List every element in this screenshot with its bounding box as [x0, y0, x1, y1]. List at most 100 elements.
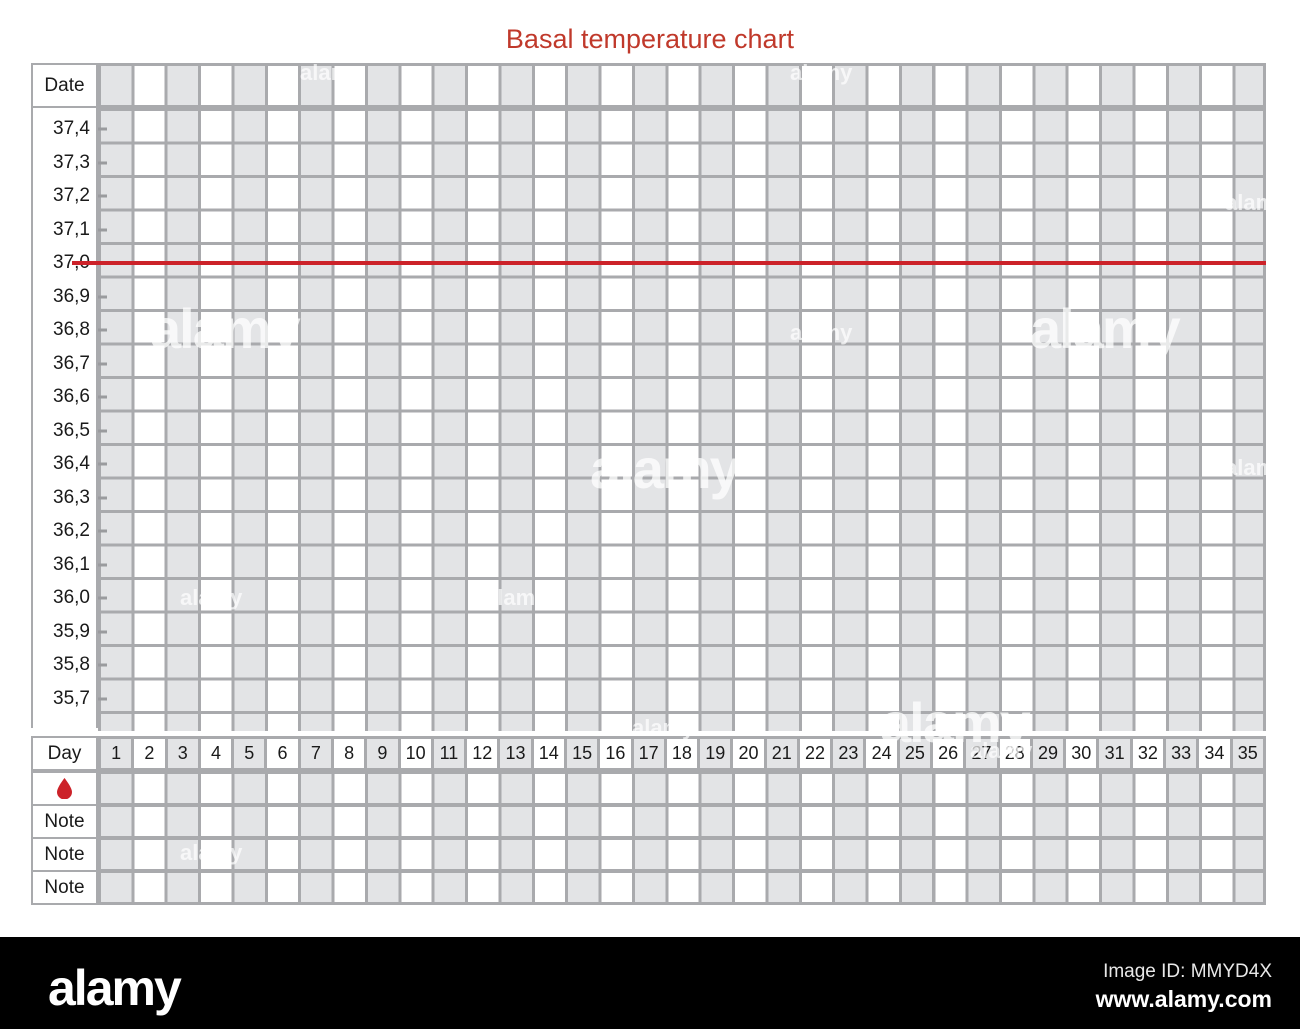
day-cell-18[interactable]: 18 [666, 736, 701, 771]
day-cell-31[interactable]: 31 [1099, 736, 1133, 771]
note-row-1-right-edge [1263, 804, 1266, 839]
day-cell-23[interactable]: 23 [833, 736, 867, 771]
y-axis-tick-mark [98, 462, 107, 466]
y-axis-tick-mark [98, 496, 107, 499]
alamy-url[interactable]: www.alamy.com [1095, 986, 1272, 1012]
image-id-label: Image ID: MMYD4X [1103, 961, 1272, 982]
day-cell-33[interactable]: 33 [1166, 736, 1200, 771]
reference-line-37-0 [72, 261, 1266, 265]
chart-grid-area [98, 63, 1266, 905]
note-row-3-grid[interactable] [98, 870, 1266, 905]
day-cell-8[interactable]: 8 [333, 736, 368, 771]
y-axis-tick-label: 37,0 [53, 252, 90, 273]
day-cell-24[interactable]: 24 [866, 736, 900, 771]
note-row-2-vlines [98, 837, 1266, 872]
date-row-vlines [98, 63, 1266, 108]
day-cell-26[interactable]: 26 [933, 736, 967, 771]
day-cell-20[interactable]: 20 [733, 736, 767, 771]
day-cell-28[interactable]: 28 [999, 736, 1033, 771]
y-axis-tick-label: 37,3 [53, 151, 90, 173]
day-cell-9[interactable]: 9 [367, 736, 401, 771]
y-axis-tick-labels: 37,4 37,3 37,2 37,1 37,0 36,9 36,8 36,7 36,6 36,5… [31, 108, 98, 728]
day-cell-35[interactable]: 35 [1232, 736, 1266, 771]
page-title: Basal temperature chart [505, 24, 795, 54]
day-row-label: Day [31, 736, 98, 771]
alamy-logo: alamy [48, 960, 182, 1016]
note-row-3-bottom-border [98, 902, 1266, 905]
basal-temperature-chart: 1 2 3 4 5 6 7 8 9 10 11 12 13 14 15 16 17 18 19 20 21 22 23 24 2… [31, 63, 1266, 905]
day-cell-6[interactable]: 6 [267, 736, 301, 771]
day-cell-2[interactable]: 2 [134, 736, 168, 771]
y-axis-tick-mark [98, 161, 107, 164]
y-axis-tick-mark [98, 295, 107, 298]
note-row-1-label: Note [31, 804, 98, 839]
date-row-bottom-border [98, 105, 1266, 108]
note-row-2-label: Note [31, 837, 98, 872]
row-label-column: Date 37,4 37,3 37,2 37,1 37,0 36,9 36,8 36,7 36,… [31, 63, 98, 905]
day-cell-10[interactable]: 10 [400, 736, 434, 771]
day-cell-32[interactable]: 32 [1132, 736, 1166, 771]
y-axis-tick-label: 37,4 [53, 118, 90, 139]
note-row-1-top-border [98, 804, 1266, 807]
drop-row-vlines [98, 771, 1266, 806]
temperature-plot-grid[interactable] [98, 108, 1266, 731]
menstruation-row-label [31, 771, 98, 806]
day-cell-7[interactable]: 7 [300, 736, 334, 771]
note-row-3-label: Note [31, 870, 98, 905]
y-axis-tick-mark [98, 563, 107, 566]
day-cell-4[interactable]: 4 [200, 736, 235, 771]
day-cell-11[interactable]: 11 [433, 736, 468, 771]
note-row-2-grid[interactable] [98, 837, 1266, 872]
y-axis-tick-mark [98, 663, 107, 667]
note-row-3-top-border [98, 870, 1266, 873]
day-cell-29[interactable]: 29 [1032, 736, 1067, 771]
drop-row-right-edge [1263, 771, 1266, 806]
day-cell-16[interactable]: 16 [600, 736, 634, 771]
day-number-row: 1 2 3 4 5 6 7 8 9 10 11 12 13 14 15 16 17 18 19 20 21 22 23 24 2… [98, 736, 1266, 771]
note-row-3-right-edge [1263, 870, 1266, 905]
y-axis-tick-label: 36,2 [53, 520, 90, 541]
day-cell-30[interactable]: 30 [1066, 736, 1100, 771]
y-axis-tick-mark [98, 328, 107, 332]
y-axis-tick-label: 35,7 [53, 687, 90, 709]
note-row-3-vlines [98, 870, 1266, 905]
day-cell-5[interactable]: 5 [234, 736, 268, 771]
y-axis-tick-label: 36,3 [53, 486, 90, 508]
y-axis-tick-mark [98, 697, 107, 700]
day-cell-17[interactable]: 17 [633, 736, 667, 771]
day-cell-22[interactable]: 22 [799, 736, 834, 771]
y-axis-tick-label: 36,0 [53, 587, 90, 608]
date-row-label: Date [31, 63, 98, 108]
date-row-grid[interactable] [98, 63, 1266, 108]
day-cell-13[interactable]: 13 [500, 736, 534, 771]
y-axis-tick-label: 35,9 [53, 620, 90, 642]
day-cell-12[interactable]: 12 [467, 736, 501, 771]
y-axis-tick-mark [98, 529, 107, 533]
y-axis-tick-label: 37,1 [53, 218, 90, 240]
day-cell-1[interactable]: 1 [98, 736, 135, 771]
temp-grid-right-edge [1263, 108, 1266, 731]
y-axis-tick-mark [98, 630, 107, 633]
day-cell-15[interactable]: 15 [566, 736, 601, 771]
day-cell-21[interactable]: 21 [766, 736, 800, 771]
day-cell-34[interactable]: 34 [1199, 736, 1233, 771]
y-axis-tick-label: 36,8 [53, 319, 90, 340]
note-row-1-grid[interactable] [98, 804, 1266, 839]
day-cell-3[interactable]: 3 [167, 736, 201, 771]
y-axis-tick-label: 37,2 [53, 185, 90, 206]
y-axis-tick-label: 36,5 [53, 419, 90, 441]
day-cell-25[interactable]: 25 [899, 736, 934, 771]
y-axis-tick-mark [98, 596, 107, 600]
y-axis-tick-label: 36,6 [53, 386, 90, 407]
note-row-1-vlines [98, 804, 1266, 839]
y-axis-tick-label: 36,1 [53, 553, 90, 575]
blood-drop-icon [57, 778, 72, 799]
day-cell-19[interactable]: 19 [700, 736, 734, 771]
note-row-2-right-edge [1263, 837, 1266, 872]
drop-row-top-border [98, 771, 1266, 774]
date-row-top-border [98, 63, 1266, 66]
day-cell-14[interactable]: 14 [533, 736, 567, 771]
date-row-right-edge [1263, 63, 1266, 108]
drop-row-grid[interactable] [98, 771, 1266, 806]
day-cell-27[interactable]: 27 [966, 736, 1000, 771]
